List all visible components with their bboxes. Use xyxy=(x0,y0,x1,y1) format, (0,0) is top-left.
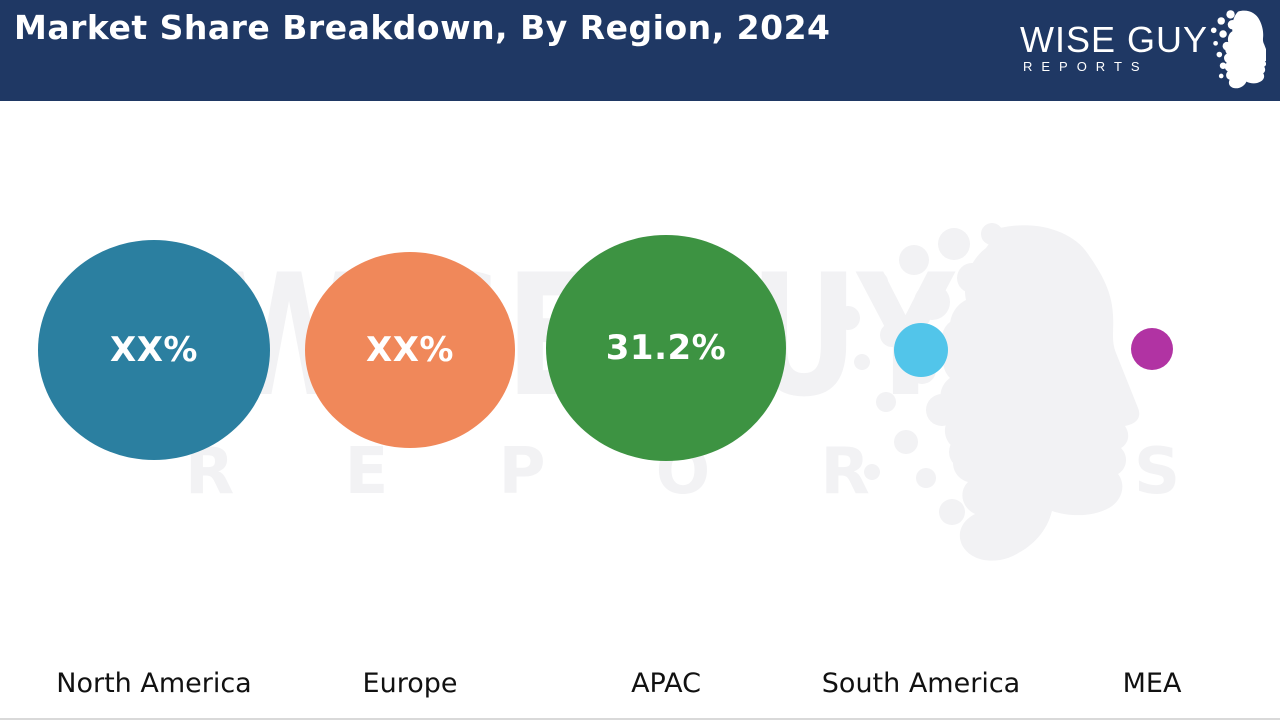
page-title: Market Share Breakdown, By Region, 2024 xyxy=(14,8,831,47)
bubble-europe: XX% xyxy=(305,252,515,448)
logo-name: WISE GUY xyxy=(1019,19,1208,60)
logo-subname: REPORTS xyxy=(1022,59,1149,74)
bubble-value-north-america: XX% xyxy=(110,330,198,370)
bubble-value-europe: XX% xyxy=(366,330,454,370)
bubble-north-america: XX% xyxy=(38,240,270,460)
category-label-north-america: North America xyxy=(56,668,252,699)
logo-face-icon xyxy=(1210,10,1266,89)
category-label-apac: APAC xyxy=(631,668,701,699)
bubble-south-america xyxy=(894,323,948,377)
header: Market Share Breakdown, By Region, 2024 … xyxy=(0,0,1280,101)
wise-guy-logo: WISE GUY REPORTS xyxy=(1020,6,1266,90)
bubble-value-apac: 31.2% xyxy=(605,328,727,368)
category-label-europe: Europe xyxy=(362,668,458,699)
bubble-apac: 31.2% xyxy=(546,235,786,461)
logo-text: WISE GUY REPORTS xyxy=(1020,21,1208,75)
category-label-mea: MEA xyxy=(1122,668,1182,699)
bubble-mea xyxy=(1131,328,1173,370)
category-label-south-america: South America xyxy=(821,668,1021,699)
